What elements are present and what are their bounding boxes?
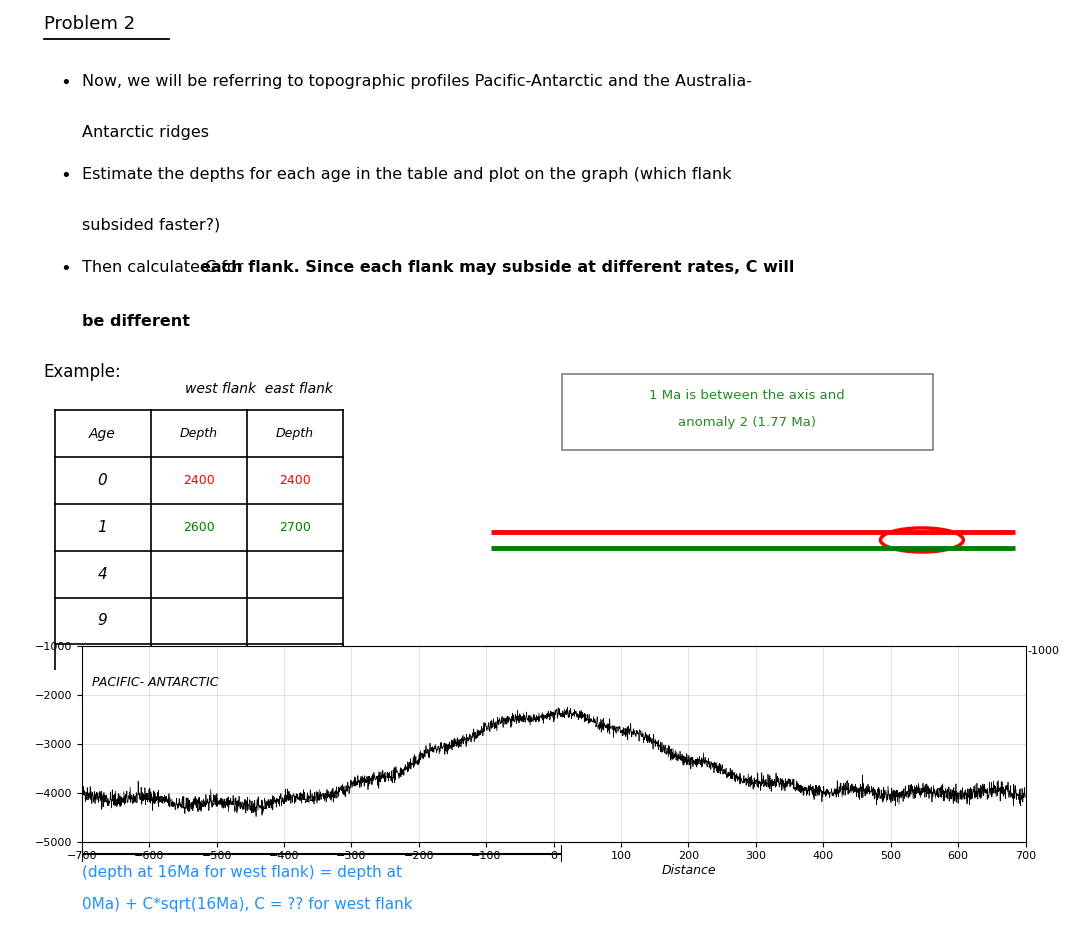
Text: Then calculate C for: Then calculate C for: [82, 260, 249, 275]
FancyBboxPatch shape: [562, 374, 933, 450]
Text: 9: 9: [98, 614, 107, 629]
Text: 0: 0: [98, 473, 107, 488]
Text: subsided faster?): subsided faster?): [82, 218, 220, 232]
Text: Problem 2: Problem 2: [44, 15, 135, 33]
Text: (depth at 16Ma for west flank) = depth at: (depth at 16Ma for west flank) = depth a…: [82, 865, 401, 880]
Text: anomaly 2 (1.77 Ma): anomaly 2 (1.77 Ma): [679, 417, 816, 430]
Text: 1: 1: [98, 520, 107, 535]
Text: PACIFIC- ANTARCTIC: PACIFIC- ANTARCTIC: [92, 675, 218, 688]
Text: 2600: 2600: [182, 521, 215, 534]
Text: 4: 4: [98, 566, 107, 581]
Text: 16: 16: [93, 660, 112, 675]
Text: west flank  east flank: west flank east flank: [185, 382, 334, 396]
Text: Age: Age: [89, 427, 116, 441]
Text: Estimate the depths for each age in the table and plot on the graph (which flank: Estimate the depths for each age in the …: [82, 167, 731, 182]
Text: •: •: [60, 167, 71, 185]
Text: -1000: -1000: [1028, 646, 1059, 657]
Text: Antarctic ridges: Antarctic ridges: [82, 125, 208, 140]
Text: 0Ma) + C*sqrt(16Ma), C = ?? for west flank: 0Ma) + C*sqrt(16Ma), C = ?? for west fla…: [82, 897, 412, 912]
Text: be different: be different: [82, 314, 190, 329]
Text: 2400: 2400: [182, 474, 215, 487]
Text: each flank. Since each flank may subside at different rates, C will: each flank. Since each flank may subside…: [200, 260, 794, 275]
Text: •: •: [60, 260, 71, 278]
Text: Depth: Depth: [276, 427, 313, 440]
Text: 2400: 2400: [278, 474, 311, 487]
Text: 1 Ma is between the axis and: 1 Ma is between the axis and: [649, 390, 846, 403]
Text: 2700: 2700: [278, 521, 311, 534]
Text: Distance: Distance: [661, 864, 716, 877]
Text: Now, we will be referring to topographic profiles Pacific-Antarctic and the Aust: Now, we will be referring to topographic…: [82, 74, 752, 89]
Text: Depth: Depth: [180, 427, 217, 440]
Text: •: •: [60, 74, 71, 92]
Text: Example:: Example:: [44, 363, 121, 381]
